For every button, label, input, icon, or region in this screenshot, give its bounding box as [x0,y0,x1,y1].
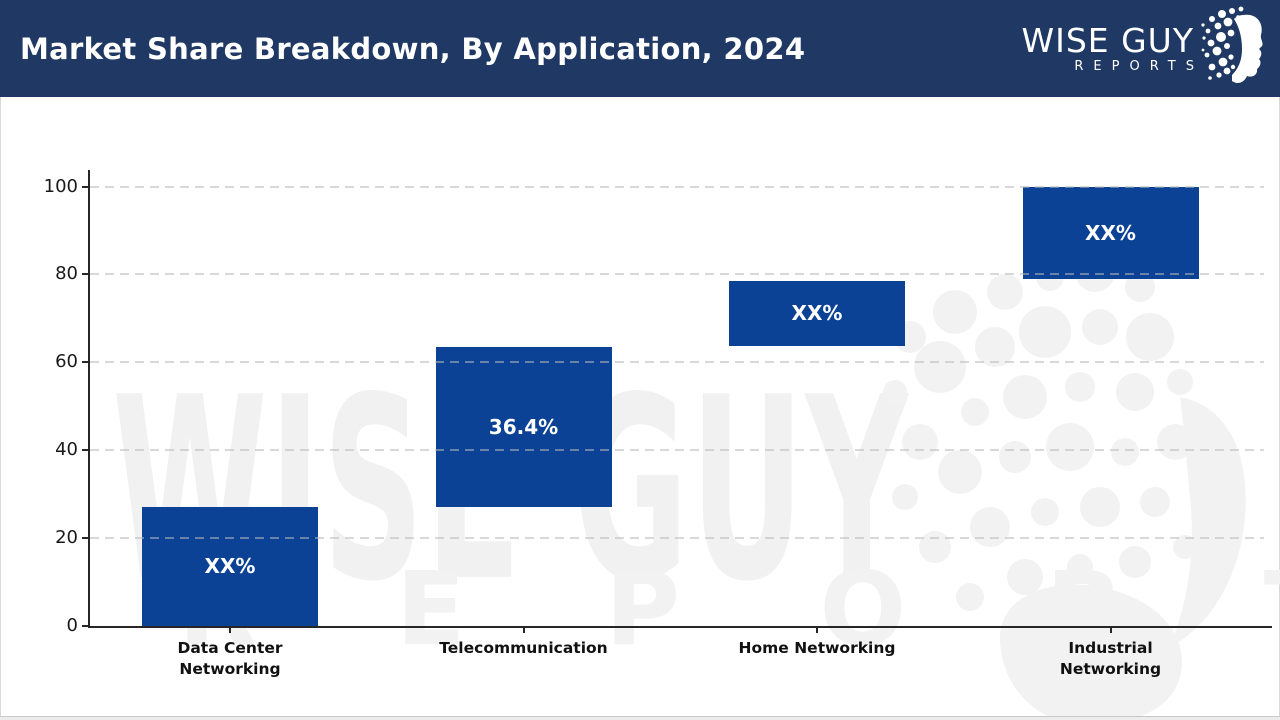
gridline-100 [90,185,1264,188]
bar-home-networking: XX% [729,280,905,346]
gridline-80 [90,273,1264,276]
x-tick-mark [522,628,525,633]
bar-value-label: 36.4% [488,414,559,439]
gridline-40 [90,449,1264,452]
logo-subtitle: REPORTS [1074,59,1204,74]
plot-area: 0 20 40 60 80 100 XX% Data Center Networking 36.4… [0,97,1280,716]
x-tick-mark [1109,628,1112,633]
bar-value-label: XX% [204,554,256,579]
y-tick-label: 100 [43,175,78,197]
y-tick-mark [82,449,89,452]
category-label: Home Networking [738,639,896,657]
bar-telecommunication: 36.4% [435,346,612,507]
bar-industrial-networking: XX% [1022,186,1199,279]
y-tick-label: 40 [55,439,78,461]
gridline-20 [90,537,1264,540]
y-axis-line [88,170,90,627]
page-border-strip [0,717,1280,720]
y-tick-mark [82,361,89,364]
x-axis-line [88,626,1272,628]
y-tick-label: 80 [55,263,78,285]
page-border-left [0,97,1,716]
logo-wordmark: WISE GUY [1021,21,1194,60]
bar-data-center-networking: XX% [142,506,318,626]
gridline-60 [90,361,1264,364]
logo-text: WISE GUY REPORTS [1021,24,1194,73]
category-label: Industrial Networking [1059,639,1162,678]
chart-title: Market Share Breakdown, By Application, … [20,31,806,66]
page-border-bottom [0,716,1280,717]
y-tick-mark [82,625,89,627]
dotted-head-icon [1201,6,1263,83]
y-tick-label: 20 [55,527,78,549]
y-tick-label: 60 [55,351,78,373]
header-band: Market Share Breakdown, By Application, … [0,0,1280,97]
x-tick-mark [229,628,231,633]
category-label: Data Center Networking [177,639,283,678]
x-tick-mark [816,628,818,633]
y-tick-label: 0 [66,615,78,636]
wise-guy-reports-logo: WISE GUY REPORTS [1021,0,1268,97]
y-tick-mark [82,185,89,188]
y-tick-mark [82,537,89,540]
y-tick-mark [82,273,89,276]
bar-value-label: XX% [1085,220,1136,245]
category-label: Telecommunication [439,639,608,657]
bar-value-label: XX% [791,301,843,326]
